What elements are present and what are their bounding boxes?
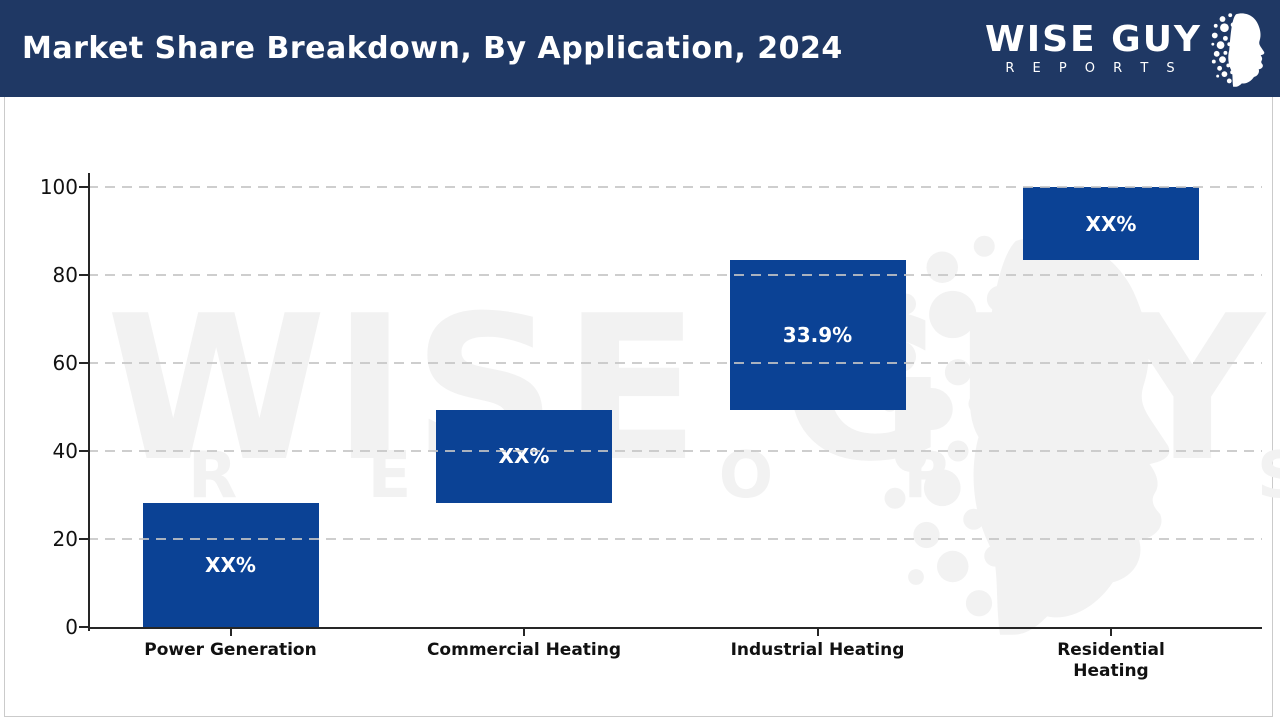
y-tick-label: 100 [39,175,78,199]
x-category-label: Industrial Heating [730,640,905,660]
y-axis [88,173,90,631]
brand-tagline: R E P O R T S [1005,61,1182,76]
y-tick-80 [79,274,88,276]
x-tick [1110,629,1112,636]
y-tick-20 [79,538,88,540]
x-category-label: Commercial Heating [426,640,622,660]
x-axis [88,627,1262,629]
brand-name: WISE GUY [984,19,1202,60]
y-tick-0 [79,626,88,628]
y-tick-40 [79,450,88,452]
bar-value-label: XX% [1085,211,1137,236]
x-tick [229,629,232,636]
y-tick-60 [79,362,88,364]
y-tick-100 [79,186,88,188]
y-tick-label: 60 [52,351,78,375]
y-tick-label: 40 [52,439,78,463]
x-category-label: Power Generation [144,640,317,660]
gridline-100 [88,186,1262,188]
x-tick [523,629,525,636]
header-bar: Market Share Breakdown, By Application, … [0,0,1280,97]
bar-value-label: XX% [498,444,550,469]
bar-segment: XX% [436,409,612,503]
bar-value-label: 33.9% [782,323,853,348]
y-tick-label: 20 [52,527,78,551]
bar-segment: XX% [142,502,319,627]
bar-segment: XX% [1023,187,1199,261]
brand-wordmark: WISE GUY R E P O R T S [984,19,1202,76]
y-tick-label: 80 [52,263,78,287]
brand-head-icon [1211,12,1265,87]
bar-value-label: XX% [205,552,256,577]
panel-border-right [1272,97,1273,716]
gridline-80 [88,274,1262,276]
y-tick-label: 0 [65,615,78,639]
gridline-40 [88,450,1262,452]
panel-border-left [4,97,5,716]
panel-border-bottom [4,716,1273,717]
bar-segment: 33.9% [729,260,906,410]
gridline-60 [88,362,1262,364]
gridline-20 [88,538,1262,540]
brand-logo: WISE GUY R E P O R T S [985,10,1266,88]
x-category-label: Residential Heating [1057,640,1165,682]
watermark-head-icon [881,235,1170,635]
x-tick [816,629,819,636]
page-title: Market Share Breakdown, By Application, … [22,31,843,66]
